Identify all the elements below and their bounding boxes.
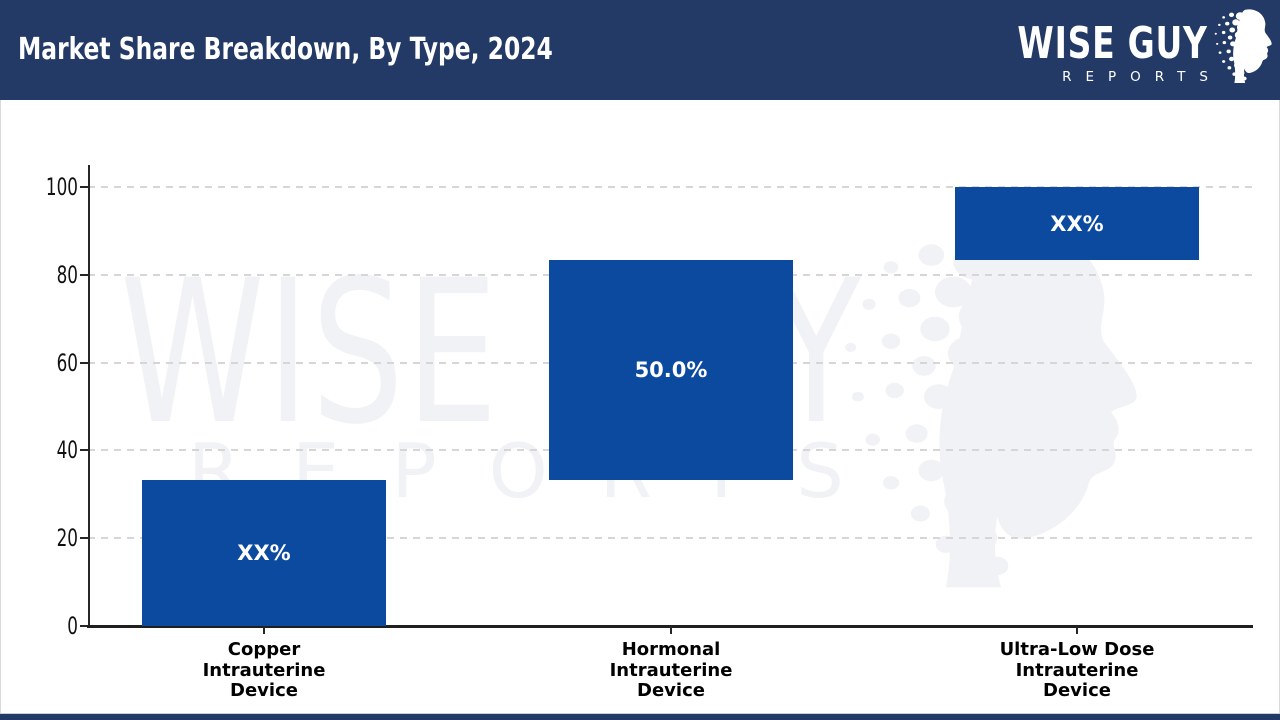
y-tick-mark xyxy=(80,537,88,540)
y-tick-mark xyxy=(80,625,88,627)
footer-divider xyxy=(0,713,1280,714)
logo-subtitle: REPORTS xyxy=(1062,69,1222,85)
bar-segment: XX% xyxy=(142,479,386,626)
x-tick-label: Copper Intrauterine Device xyxy=(202,639,326,701)
y-tick-label: 20 xyxy=(56,524,78,553)
bar-value-label: 50.0% xyxy=(634,358,708,383)
y-tick-label: 40 xyxy=(56,436,78,465)
logo-wordmark: WISE GUY xyxy=(1017,18,1208,69)
y-tick-mark xyxy=(80,361,88,364)
bar-segment: 50.0% xyxy=(549,260,793,480)
bar-value-label: XX% xyxy=(237,540,291,565)
header-bar: Market Share Breakdown, By Type, 2024 WI… xyxy=(0,0,1280,100)
x-tick-label: Ultra-Low Dose Intrauterine Device xyxy=(999,639,1155,701)
logo-face-icon xyxy=(1214,9,1272,83)
gridline xyxy=(88,537,1253,540)
y-tick-mark xyxy=(80,273,88,276)
logo-text: WISE GUY REPORTS xyxy=(954,18,1208,86)
gridline xyxy=(88,186,1253,188)
x-tick-mark xyxy=(670,626,672,634)
footer-bar xyxy=(0,714,1280,720)
plot-area: 0 20 40 60 80 100 XX% 50.0% XX% Copper Intrauteri… xyxy=(0,100,1280,714)
y-tick-label: 80 xyxy=(56,260,78,289)
y-tick-mark xyxy=(80,186,88,188)
x-tick-mark xyxy=(1076,626,1078,634)
x-tick-mark xyxy=(263,626,265,634)
y-axis-line xyxy=(88,165,90,628)
y-tick-label: 60 xyxy=(56,348,78,377)
bar-value-label: XX% xyxy=(1050,211,1104,236)
bar-segment: XX% xyxy=(955,187,1199,261)
y-tick-label: 0 xyxy=(67,612,78,640)
y-tick-label: 100 xyxy=(45,173,78,201)
y-tick-mark xyxy=(80,449,88,452)
x-tick-label: Hormonal Intrauterine Device xyxy=(609,639,733,701)
page-title: Market Share Breakdown, By Type, 2024 xyxy=(18,32,553,67)
